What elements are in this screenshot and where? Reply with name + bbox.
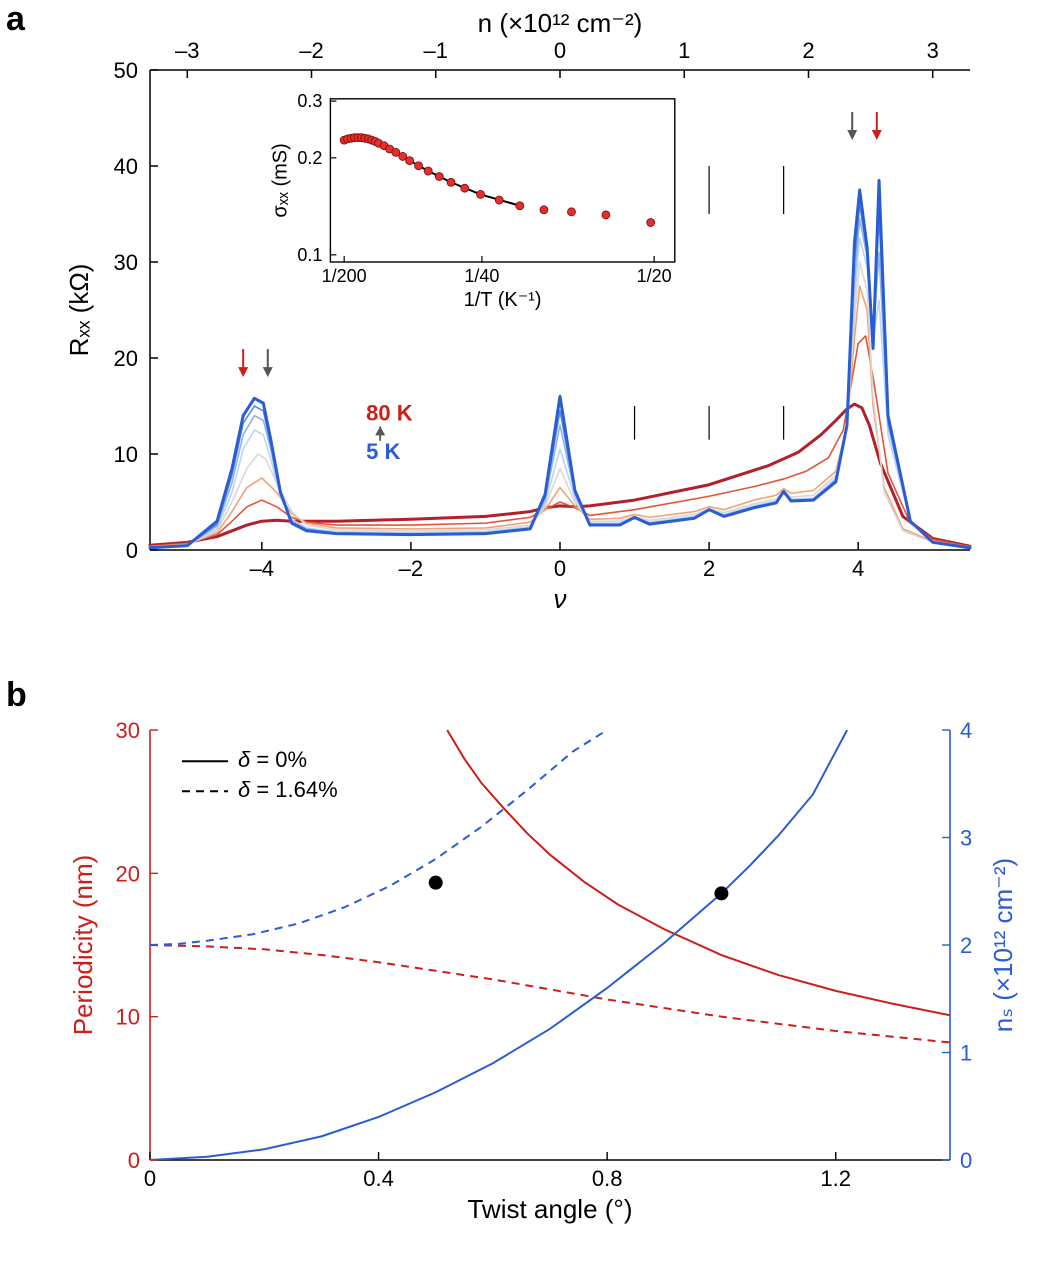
series-T=55K [150, 336, 970, 547]
svg-text:3: 3 [960, 826, 972, 851]
svg-text:0: 0 [126, 538, 138, 563]
svg-text:Rₓₓ (kΩ): Rₓₓ (kΩ) [64, 264, 94, 357]
panel-a-label: a [6, 0, 25, 39]
svg-text:δ = 1.64%: δ = 1.64% [238, 777, 338, 802]
svg-text:10: 10 [114, 442, 138, 467]
svg-text:Twist angle (°): Twist angle (°) [467, 1194, 632, 1224]
svg-text:–1: –1 [424, 38, 448, 63]
panel-b-chart: 00.40.81.2Twist angle (°)0102030Periodic… [40, 690, 1020, 1250]
svg-text:1/T (K⁻¹): 1/T (K⁻¹) [464, 289, 542, 311]
svg-text:1/20: 1/20 [637, 266, 672, 286]
svg-text:σₓₓ (mS): σₓₓ (mS) [269, 143, 291, 217]
svg-text:20: 20 [116, 861, 140, 886]
svg-text:2: 2 [960, 933, 972, 958]
svg-text:1: 1 [678, 38, 690, 63]
svg-text:0.1: 0.1 [297, 245, 322, 265]
svg-text:0: 0 [960, 1148, 972, 1173]
svg-text:0: 0 [144, 1166, 156, 1191]
svg-text:0.3: 0.3 [297, 91, 322, 111]
svg-text:30: 30 [116, 718, 140, 743]
series-periodicity_delta0 [447, 730, 950, 1015]
svg-text:0.2: 0.2 [297, 148, 322, 168]
svg-text:δ = 0%: δ = 0% [238, 747, 307, 772]
svg-text:–4: –4 [250, 556, 274, 581]
svg-text:50: 50 [114, 58, 138, 83]
svg-text:–3: –3 [175, 38, 199, 63]
svg-text:n (×10¹² cm⁻²): n (×10¹² cm⁻²) [478, 10, 643, 38]
svg-text:1.2: 1.2 [820, 1166, 851, 1191]
svg-text:20: 20 [114, 346, 138, 371]
svg-text:1/40: 1/40 [464, 266, 499, 286]
svg-text:Periodicity (nm): Periodicity (nm) [68, 855, 98, 1036]
panel-b-label: b [6, 676, 27, 715]
svg-text:1/200: 1/200 [322, 266, 367, 286]
svg-text:0: 0 [554, 38, 566, 63]
svg-text:30: 30 [114, 250, 138, 275]
svg-text:nₛ (×10¹² cm⁻²): nₛ (×10¹² cm⁻²) [988, 858, 1018, 1032]
figure: a –4–2024–3–2–10123n (×10¹² cm⁻²)0102030… [0, 0, 1048, 1278]
svg-text:10: 10 [116, 1005, 140, 1030]
svg-text:5 K: 5 K [366, 439, 400, 464]
svg-text:3: 3 [927, 38, 939, 63]
svg-text:80 K: 80 K [366, 400, 413, 425]
svg-text:ν: ν [554, 584, 567, 614]
svg-text:–2: –2 [399, 556, 423, 581]
svg-text:4: 4 [852, 556, 864, 581]
svg-text:0.4: 0.4 [363, 1166, 394, 1191]
svg-text:2: 2 [703, 556, 715, 581]
svg-text:2: 2 [802, 38, 814, 63]
svg-text:0.8: 0.8 [592, 1166, 623, 1191]
svg-text:0: 0 [554, 556, 566, 581]
svg-text:1: 1 [960, 1041, 972, 1066]
series-ns_delta1p64 [150, 730, 607, 945]
svg-text:–2: –2 [299, 38, 323, 63]
panel-a-chart: –4–2024–3–2–10123n (×10¹² cm⁻²)010203040… [40, 10, 1020, 650]
svg-text:0: 0 [128, 1148, 140, 1173]
svg-text:4: 4 [960, 718, 972, 743]
svg-text:40: 40 [114, 154, 138, 179]
series-T=12K [150, 219, 970, 548]
